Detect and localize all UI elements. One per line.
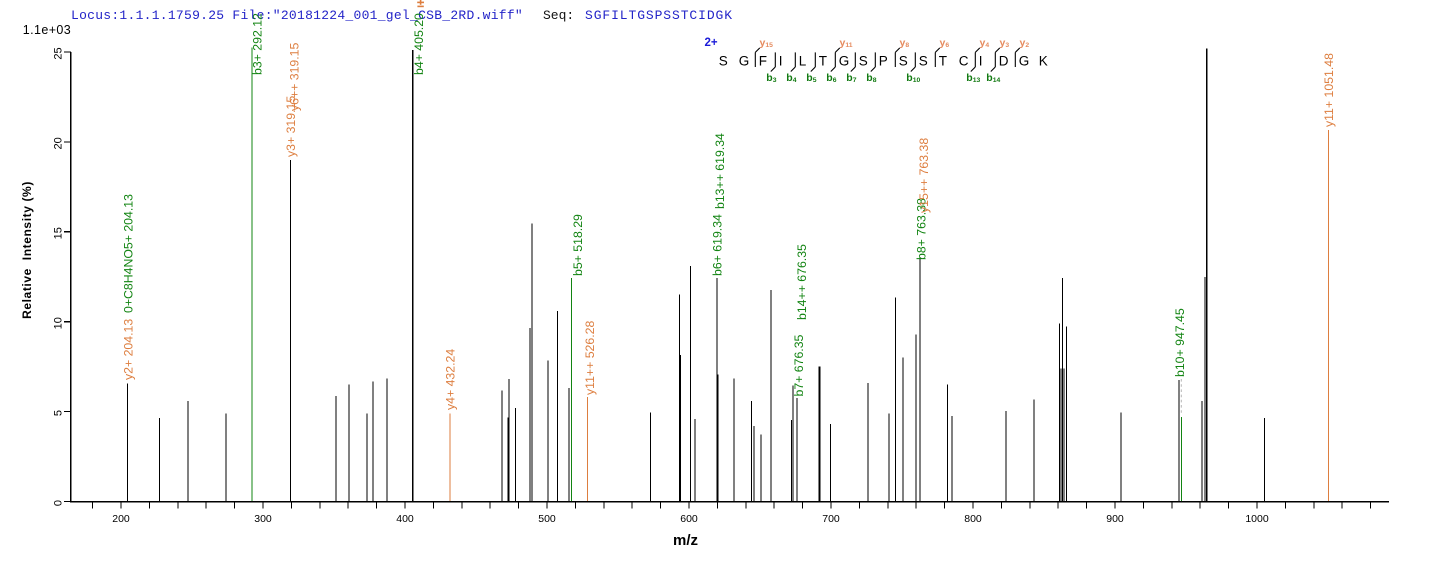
svg-text:C: C	[959, 54, 969, 69]
svg-text:Locus:1.1.1.1759.25 File:"2018: Locus:1.1.1.1759.25 File:"20181224_001_g…	[71, 8, 523, 23]
svg-text:b7+ 676.35: b7+ 676.35	[792, 334, 806, 396]
svg-text:b6+ 619.34: b6+ 619.34	[710, 214, 724, 276]
svg-text:y4: y4	[980, 37, 990, 49]
svg-text:b8+ 763.38: b8+ 763.38	[915, 198, 929, 260]
svg-text:25: 25	[53, 47, 65, 59]
svg-text:0+C8H4NO5+ 204.13: 0+C8H4NO5+ 204.13	[121, 194, 135, 313]
svg-text:y11++ 526.28: y11++ 526.28	[583, 321, 597, 395]
svg-text:b6: b6	[826, 72, 836, 84]
svg-text:Seq:: Seq:	[543, 8, 574, 23]
svg-text:y8: y8	[900, 37, 910, 49]
svg-text:0: 0	[53, 500, 65, 506]
svg-text:b3: b3	[766, 72, 776, 84]
svg-text:Relative Intensity (%): Relative Intensity (%)	[20, 181, 34, 319]
svg-text:5: 5	[53, 410, 65, 416]
svg-text:300: 300	[254, 513, 272, 525]
svg-text:K: K	[1039, 54, 1048, 69]
svg-text:700: 700	[822, 513, 840, 525]
svg-text:y15++ 763.38: y15++ 763.38	[917, 138, 931, 213]
svg-text:b5: b5	[806, 72, 816, 84]
svg-text:S: S	[919, 54, 928, 69]
svg-text:y6: y6	[940, 37, 950, 49]
svg-text:1.1e+03: 1.1e+03	[23, 23, 71, 37]
svg-text:y2+ 204.13: y2+ 204.13	[121, 319, 135, 380]
svg-text:S: S	[859, 54, 868, 69]
svg-text:500: 500	[538, 513, 556, 525]
svg-text:F: F	[759, 54, 767, 69]
svg-text:b7: b7	[846, 72, 856, 84]
svg-text:y4+ 432.24: y4+ 432.24	[444, 349, 458, 410]
svg-text:SGFILTGSPSSTCIDGK: SGFILTGSPSSTCIDGK	[585, 8, 733, 23]
svg-text:T: T	[819, 54, 827, 69]
svg-text:P: P	[879, 54, 888, 69]
svg-text:400: 400	[396, 513, 414, 525]
svg-text:b10+ 947.45: b10+ 947.45	[1173, 308, 1187, 377]
svg-text:y6++ 319.15: y6++ 319.15	[288, 42, 302, 111]
svg-text:10: 10	[53, 317, 65, 329]
svg-text:800: 800	[964, 513, 982, 525]
svg-text:G: G	[1019, 54, 1030, 69]
svg-text:y3+ 319.15: y3+ 319.15	[284, 96, 298, 157]
svg-text:2+: 2+	[704, 37, 717, 49]
svg-text:b13++ 619.34: b13++ 619.34	[713, 133, 727, 209]
svg-text:y3: y3	[1000, 37, 1010, 49]
svg-text:1000: 1000	[1245, 513, 1269, 525]
svg-text:L: L	[799, 54, 807, 69]
svg-text:G: G	[739, 54, 750, 69]
svg-text:m/z: m/z	[673, 532, 698, 549]
svg-text:y2: y2	[1020, 37, 1030, 49]
svg-text:b4: b4	[786, 72, 796, 84]
svg-text:20: 20	[53, 137, 65, 149]
svg-text:S: S	[899, 54, 908, 69]
svg-text:600: 600	[680, 513, 698, 525]
svg-text:G: G	[839, 54, 850, 69]
svg-text:b14++ 676.35: b14++ 676.35	[795, 244, 809, 320]
svg-text:b3+ 292.12: b3+ 292.12	[251, 13, 265, 75]
svg-text:15: 15	[53, 227, 65, 239]
svg-text:900: 900	[1106, 513, 1124, 525]
svg-text:b5+ 518.29: b5+ 518.29	[571, 214, 585, 276]
svg-text:T: T	[939, 54, 947, 69]
svg-text:b4+ 405.20: b4+ 405.20	[412, 13, 426, 75]
svg-text:b8: b8	[866, 72, 876, 84]
svg-text:200: 200	[112, 513, 130, 525]
svg-text:I: I	[779, 54, 783, 69]
svg-text:S: S	[719, 54, 728, 69]
svg-text:y11+ 1051.48: y11+ 1051.48	[1322, 53, 1336, 127]
svg-text:D: D	[999, 54, 1009, 69]
svg-text:I: I	[979, 54, 983, 69]
